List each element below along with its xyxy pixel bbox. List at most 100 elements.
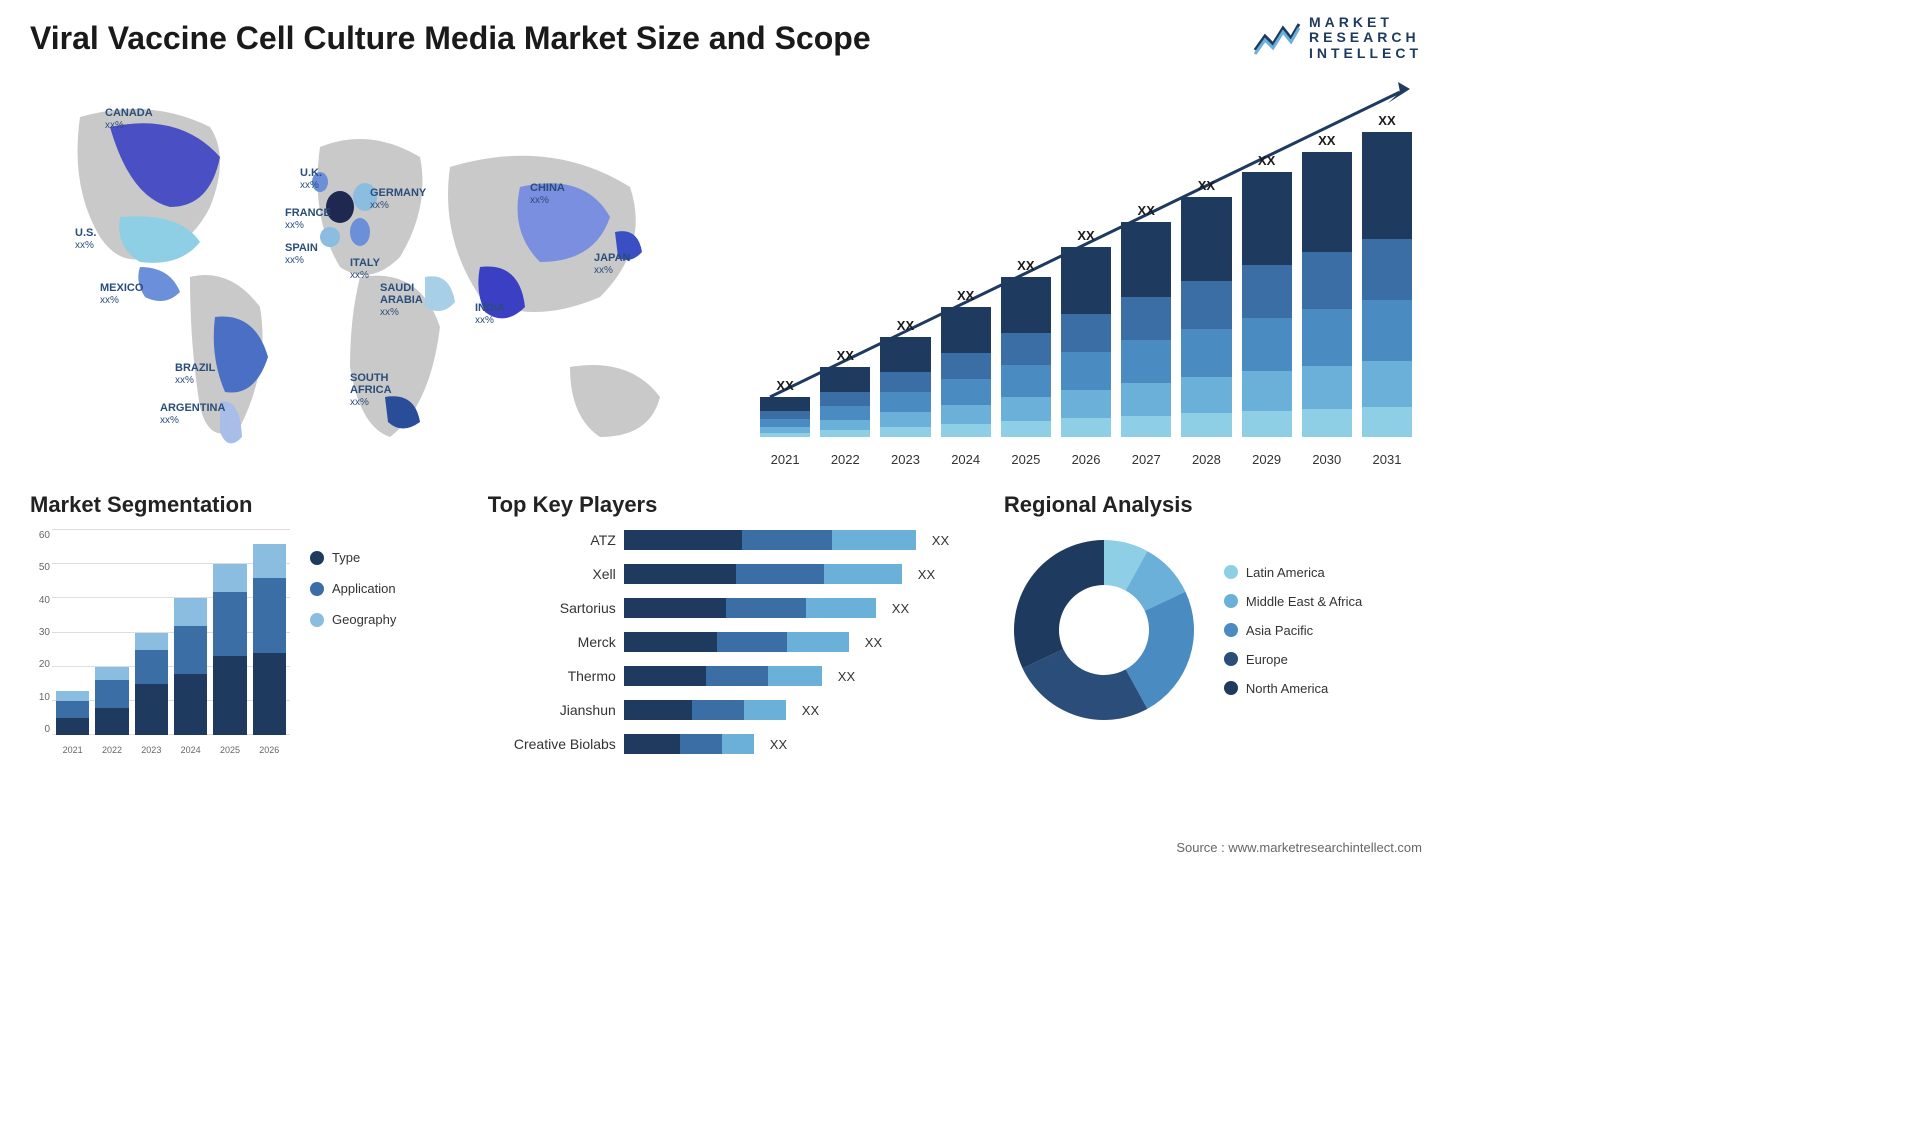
player-value: XX (918, 567, 935, 582)
seg-x-label: 2022 (95, 745, 128, 755)
growth-x-label: 2028 (1181, 452, 1231, 467)
growth-x-label: 2031 (1362, 452, 1412, 467)
growth-bar: XX (880, 318, 930, 437)
map-label: SOUTHAFRICAxx% (350, 372, 392, 408)
map-label: ITALYxx% (350, 257, 380, 281)
source-credit: Source : www.marketresearchintellect.com (1176, 840, 1422, 855)
donut-slice (1022, 649, 1147, 720)
players-list: ATZXXXellXXSartoriusXXMerckXXThermoXXJia… (488, 530, 974, 754)
player-row: ATZ XX (488, 530, 974, 550)
regional-legend-item: Latin America (1224, 565, 1362, 580)
map-label: U.K.xx% (300, 167, 322, 191)
seg-y-tick: 40 (30, 595, 50, 606)
map-label: GERMANYxx% (370, 187, 426, 211)
player-value: XX (838, 669, 855, 684)
logo-line2: RESEARCH (1309, 30, 1422, 45)
players-title: Top Key Players (488, 492, 974, 518)
player-value: XX (932, 533, 949, 548)
seg-x-label: 2026 (253, 745, 286, 755)
legend-swatch (310, 582, 324, 596)
growth-bar: XX (941, 288, 991, 437)
player-bar (624, 598, 876, 618)
player-row: JianshunXX (488, 700, 974, 720)
growth-x-label: 2022 (820, 452, 870, 467)
legend-swatch (310, 613, 324, 627)
map-label: JAPANxx% (594, 252, 630, 276)
growth-chart-panel: XXXXXXXXXXXXXXXXXXXXXX 20212022202320242… (750, 67, 1422, 467)
map-label: FRANCExx% (285, 207, 331, 231)
growth-x-label: 2021 (760, 452, 810, 467)
growth-x-label: 2023 (880, 452, 930, 467)
growth-bar: XX (1302, 133, 1352, 437)
growth-bar-label: XX (1318, 133, 1335, 148)
legend-label: Middle East & Africa (1246, 594, 1362, 609)
player-row: Merck XX (488, 632, 974, 652)
seg-bar (213, 564, 246, 735)
growth-bar-label: XX (957, 288, 974, 303)
growth-bar-label: XX (897, 318, 914, 333)
player-value: XX (892, 601, 909, 616)
map-label: SAUDIARABIAxx% (380, 282, 423, 318)
seg-y-tick: 60 (30, 530, 50, 541)
map-label: CHINAxx% (530, 182, 565, 206)
legend-swatch (1224, 623, 1238, 637)
legend-swatch (1224, 652, 1238, 666)
legend-label: Geography (332, 612, 396, 627)
player-value: XX (770, 737, 787, 752)
seg-legend-item: Type (310, 550, 396, 565)
seg-bar (174, 598, 207, 735)
growth-bar: XX (1121, 203, 1171, 437)
regional-donut-chart (1004, 530, 1204, 730)
map-label: MEXICOxx% (100, 282, 143, 306)
seg-y-tick: 30 (30, 627, 50, 638)
seg-bar (253, 544, 286, 735)
legend-swatch (1224, 565, 1238, 579)
player-row: Creative BiolabsXX (488, 734, 974, 754)
growth-bar-label: XX (837, 348, 854, 363)
seg-x-label: 2024 (174, 745, 207, 755)
player-bar (624, 666, 822, 686)
player-row: Xell XX (488, 564, 974, 584)
growth-bar: XX (760, 378, 810, 437)
legend-swatch (310, 551, 324, 565)
growth-bar-label: XX (776, 378, 793, 393)
map-label: BRAZILxx% (175, 362, 215, 386)
regional-legend-item: Asia Pacific (1224, 623, 1362, 638)
seg-y-tick: 0 (30, 724, 50, 735)
regional-panel: Regional Analysis Latin America Middle Ea… (1004, 492, 1422, 755)
player-bar (624, 530, 916, 550)
regional-legend: Latin America Middle East & Africa Asia Pa… (1224, 565, 1362, 696)
brand-logo: MARKET RESEARCH INTELLECT (1253, 15, 1422, 61)
player-name: Xell (488, 566, 616, 582)
seg-bar (135, 633, 168, 735)
segmentation-legend: Type Application Geography (310, 530, 396, 755)
growth-x-label: 2027 (1121, 452, 1171, 467)
legend-label: Asia Pacific (1246, 623, 1313, 638)
donut-slice (1014, 540, 1104, 668)
growth-bar-label: XX (1077, 228, 1094, 243)
growth-x-label: 2025 (1001, 452, 1051, 467)
growth-bar-label: XX (1138, 203, 1155, 218)
seg-legend-item: Geography (310, 612, 396, 627)
legend-swatch (1224, 681, 1238, 695)
segmentation-title: Market Segmentation (30, 492, 458, 518)
seg-x-label: 2021 (56, 745, 89, 755)
growth-bar: XX (820, 348, 870, 437)
map-label: INDIAxx% (475, 302, 505, 326)
players-panel: Top Key Players ATZXXXellXXSartoriusXXMe… (488, 492, 974, 755)
player-name: Thermo (488, 668, 616, 684)
growth-bar-label: XX (1017, 258, 1034, 273)
player-name: Merck (488, 634, 616, 650)
seg-x-label: 2023 (135, 745, 168, 755)
growth-bar: XX (1181, 178, 1231, 437)
player-name: ATZ (488, 532, 616, 548)
legend-label: Application (332, 581, 396, 596)
regional-title: Regional Analysis (1004, 492, 1422, 518)
growth-bar: XX (1001, 258, 1051, 437)
seg-bar (95, 667, 128, 735)
player-value: XX (865, 635, 882, 650)
growth-x-label: 2030 (1302, 452, 1352, 467)
legend-label: Europe (1246, 652, 1288, 667)
player-row: Thermo XX (488, 666, 974, 686)
player-value: XX (802, 703, 819, 718)
